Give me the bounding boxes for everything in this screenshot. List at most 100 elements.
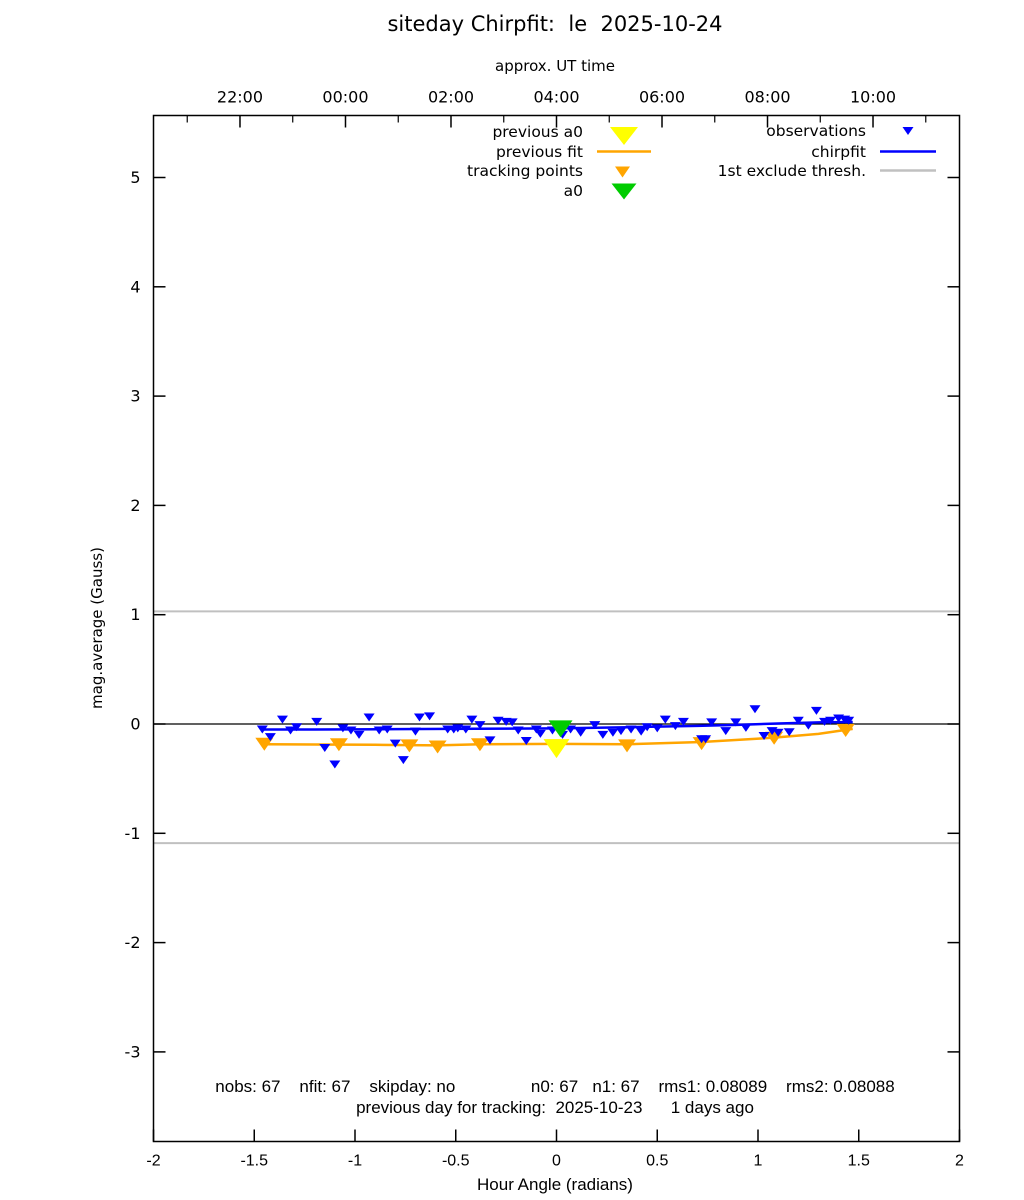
x-tick-label: -2 [146,1153,160,1170]
x-tick-label: 0 [552,1153,561,1170]
observation-marker [706,718,718,727]
observation-marker [810,706,822,715]
observation-marker [329,760,341,769]
tracking-point-marker [470,738,489,752]
ut-tick-label: 06:00 [639,88,685,107]
y-tick-label: 3 [130,387,140,406]
observation-marker [802,721,814,730]
observation-marker [484,736,496,745]
observation-marker [397,756,409,765]
observation-marker [389,739,401,748]
a0-marker [548,720,573,738]
legend-label-a0: a0 [563,182,583,200]
legend-label-previous-a0: previous a0 [492,123,583,141]
observation-marker [466,715,478,724]
ut-tick-label: 10:00 [850,88,896,107]
observation-marker [285,726,297,735]
observation-marker [792,716,804,725]
observation-marker [506,718,518,727]
observation-marker [291,723,303,732]
legend-label-chirpfit: chirpfit [811,143,866,161]
legend-a0-marker-icon [611,183,637,200]
observation-marker [825,716,837,725]
observation-marker [575,728,587,737]
y-tick-label: -3 [125,1042,141,1061]
x-tick-label: -1 [348,1153,362,1170]
observation-marker [772,728,784,737]
observation-marker [413,713,425,722]
observation-marker [452,724,464,733]
observation-marker [381,725,393,734]
observation-marker [700,735,712,744]
tracking-point-marker [255,737,274,751]
y-tick-label: 5 [130,168,140,187]
observation-marker [615,727,627,736]
observation-marker [635,727,647,736]
observation-marker [720,727,732,736]
observation-marker [319,744,331,753]
observation-marker [589,721,601,730]
observation-marker [424,712,436,721]
stats-line-1: nobs: 67 nfit: 67 skipday: no n0: 67 n1:… [215,1077,895,1096]
top-axis-label: approx. UT time [495,57,615,75]
observation-marker [783,728,795,737]
observation-marker [363,713,375,722]
y-tick-label: -2 [125,933,141,952]
observation-marker [276,715,288,724]
legend-label-tracking-points: tracking points [467,162,583,180]
ut-tick-label: 02:00 [428,88,474,107]
chirpfit-line [263,720,853,731]
tracking-point-marker [836,724,855,738]
observation-marker [597,730,609,739]
observation-marker [758,732,770,741]
observation-marker [625,725,637,734]
observation-marker [345,726,357,735]
observation-marker [740,723,752,732]
observation-marker [530,725,542,734]
y-tick-label: 0 [130,715,140,734]
tracking-point-marker [400,739,419,753]
legend-tracking-points-marker-icon [615,166,630,178]
observation-marker [607,728,619,737]
observation-marker [843,716,855,725]
x-tick-label: 2 [955,1153,964,1170]
legend-observations-marker-icon [902,127,914,135]
observation-marker [256,725,268,734]
observation-marker [492,716,504,725]
observation-marker [651,724,663,733]
observation-marker [409,727,421,736]
observation-marker [311,717,323,726]
x-axis-label: Hour Angle (radians) [477,1175,633,1194]
y-tick-label: 2 [130,496,140,515]
observation-marker [520,736,532,745]
observation-marker [460,725,472,734]
observation-marker [474,721,486,730]
tracking-point-marker [618,739,637,753]
previous-a0-marker [543,739,570,759]
observation-marker [659,715,671,724]
y-tick-label: 1 [130,605,140,624]
x-tick-label: -0.5 [442,1153,470,1170]
observation-marker [264,733,276,742]
x-tick-label: 1 [754,1153,763,1170]
ut-tick-label: 04:00 [533,88,579,107]
observation-marker [641,723,653,732]
legend-previous-a0-marker-icon [610,127,638,145]
observation-marker [669,722,681,731]
observation-marker [337,724,349,733]
observation-marker [565,725,577,734]
observation-marker [534,729,546,738]
y-tick-label: 4 [130,277,140,296]
observation-marker [353,730,365,739]
stats-line-2: previous day for tracking: 2025-10-23 1 … [356,1098,754,1117]
tracking-point-marker [428,740,447,754]
chart-title: siteday Chirpfit: le 2025-10-24 [387,12,723,36]
ut-tick-label: 22:00 [217,88,263,107]
observation-marker [730,718,742,727]
tracking-point-marker [329,738,348,752]
x-tick-label: -1.5 [240,1153,268,1170]
ut-tick-label: 00:00 [322,88,368,107]
observation-marker [749,705,761,714]
